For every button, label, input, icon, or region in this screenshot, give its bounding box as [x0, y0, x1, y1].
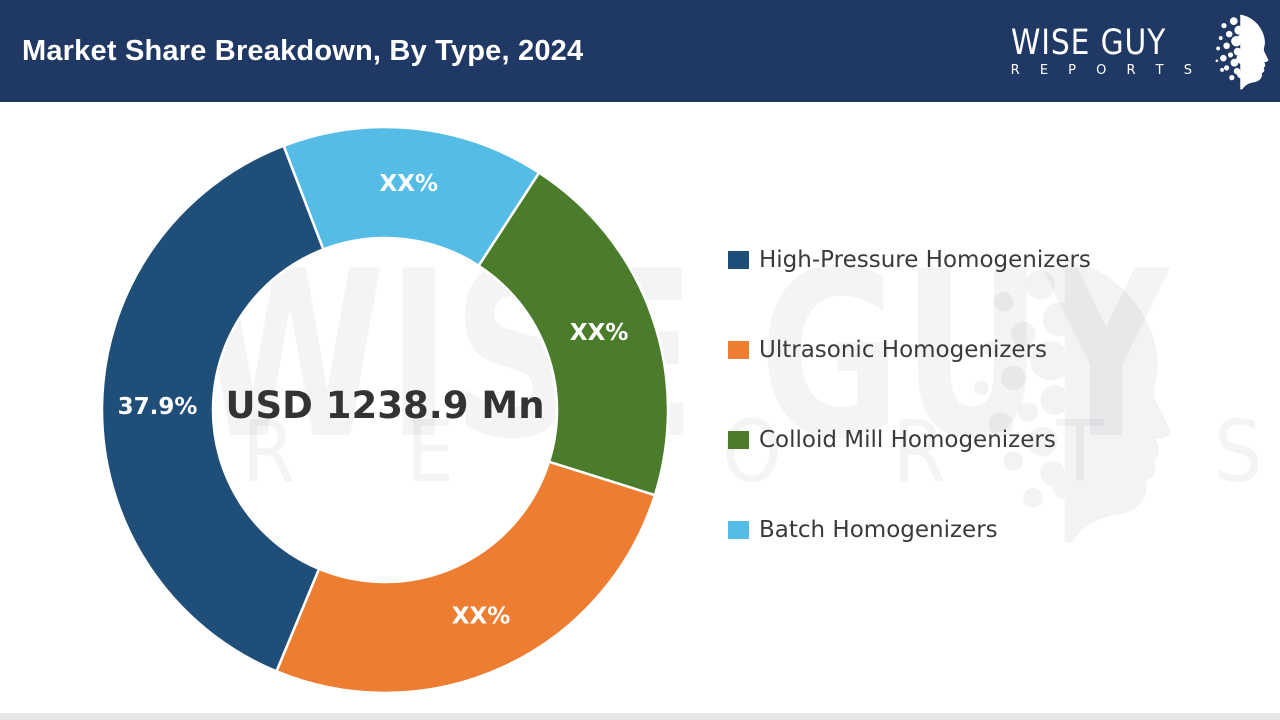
legend-swatch-colloid-mill — [728, 431, 749, 449]
legend-swatch-ultrasonic — [728, 341, 749, 359]
logo-subtitle: R E P O R T S — [1010, 62, 1200, 78]
legend-swatch-batch — [728, 521, 749, 539]
watermark-face-icon — [974, 260, 1171, 543]
page-title: Market Share Breakdown, By Type, 2024 — [22, 34, 584, 67]
chart-legend: High-Pressure Homogenizers Ultrasonic Ho… — [728, 246, 1091, 606]
wise-guy-reports-logo: WISE GUY R E P O R T S — [1011, 12, 1280, 90]
segment-value-label: XX% — [380, 171, 439, 197]
legend-item-colloid-mill: Colloid Mill Homogenizers — [728, 426, 1091, 454]
face-profile-icon — [1215, 14, 1269, 90]
legend-swatch-high-pressure — [728, 251, 749, 269]
donut-chart: XX% XX% XX% 37.9% — [100, 125, 670, 695]
legend-item-high-pressure: High-Pressure Homogenizers — [728, 246, 1091, 274]
legend-item-batch: Batch Homogenizers — [728, 516, 1091, 544]
footer-strip — [0, 713, 1280, 720]
segment-value-label: 37.9% — [118, 394, 198, 420]
watermark-wordmark: WISE GUY — [195, 223, 1171, 490]
donut-segment-high-pressure-homogenizers — [100, 144, 325, 673]
legend-label: Ultrasonic Homogenizers — [759, 337, 1047, 363]
watermark-subtitle: R E P O R T S — [242, 403, 1280, 502]
legend-label: High-Pressure Homogenizers — [759, 247, 1091, 273]
segment-value-label: XX% — [452, 603, 511, 629]
donut-segment-batch-homogenizers — [282, 125, 541, 267]
donut-segment-ultrasonic-homogenizers — [275, 460, 657, 695]
header-bar: Market Share Breakdown, By Type, 2024 WI… — [0, 0, 1280, 102]
legend-item-ultrasonic: Ultrasonic Homogenizers — [728, 336, 1091, 364]
donut-segment-colloid-mill-homogenizers — [477, 171, 670, 497]
legend-label: Colloid Mill Homogenizers — [759, 427, 1056, 453]
chart-center-value: USD 1238.9 Mn — [225, 384, 545, 427]
logo-wordmark: WISE GUY — [1010, 22, 1166, 63]
segment-value-label: XX% — [570, 320, 629, 346]
legend-label: Batch Homogenizers — [759, 517, 998, 543]
